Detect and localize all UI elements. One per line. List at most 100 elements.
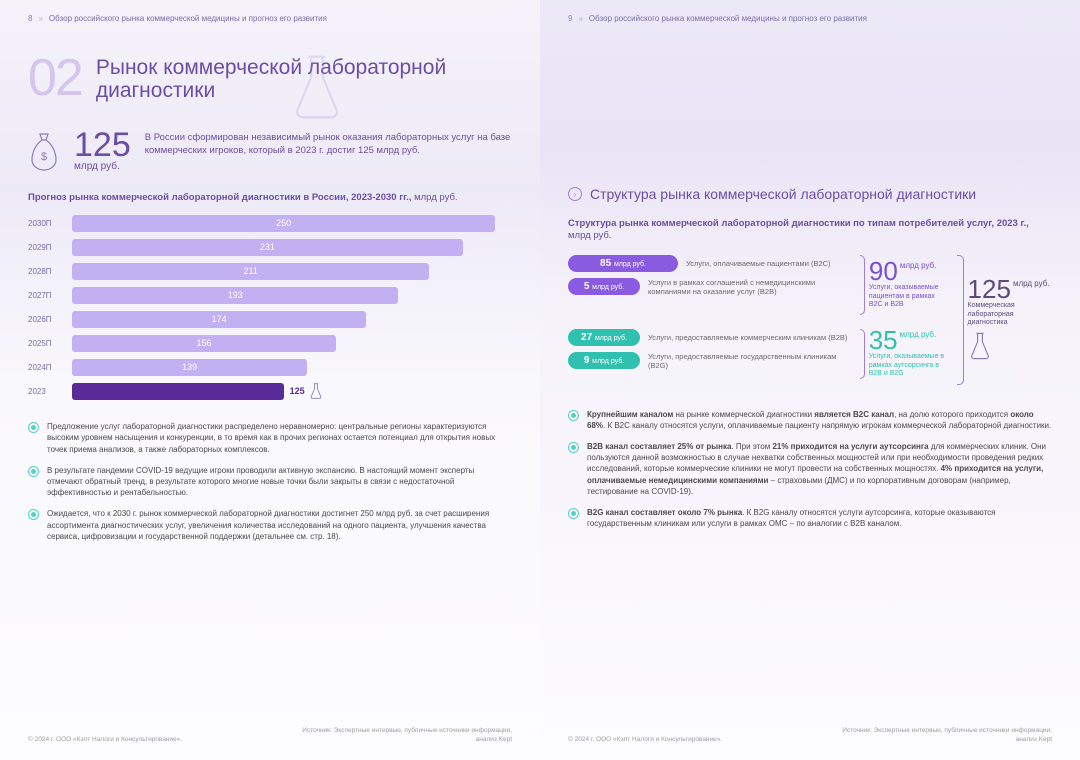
pill-row: 27 млрд руб. Услуги, предоставляемые комм… xyxy=(568,329,848,346)
hbar-label: 2029П xyxy=(28,243,64,252)
page-number: 8 xyxy=(28,14,32,23)
hbar-value: 174 xyxy=(72,311,366,328)
bullet-marker-icon xyxy=(568,410,579,421)
bullet-text: Крупнейшим каналом на рынке коммерческой… xyxy=(587,409,1052,431)
chevron-right-icon: › xyxy=(568,187,582,201)
page-footer: © 2024 г. ООО «Кэпт Налоги и Консультиро… xyxy=(568,715,1052,744)
total-column: 125млрд руб. Коммерческая лабораторная д… xyxy=(957,255,1052,385)
section-number: 02 xyxy=(28,56,82,100)
hbar-label: 2027П xyxy=(28,291,64,300)
bracket-icon xyxy=(860,329,865,379)
keyfig-value: 125 млрд руб. xyxy=(74,130,131,172)
bullet-item: B2G канал составляет около 7% рынка. К B… xyxy=(568,507,1052,529)
hbar-track: 231 xyxy=(72,239,512,256)
bracket-icon xyxy=(860,255,865,315)
pill-desc: Услуги в рамках соглашений с немедицинск… xyxy=(648,278,848,296)
bracket-group2: 35млрд руб. Услуги, оказываемые в рамках… xyxy=(860,329,945,379)
pill-row: 85 млрд руб.Услуги, оплачиваемые пациент… xyxy=(568,255,848,272)
hbar-row: 2023 125 xyxy=(28,381,512,401)
pill-row: 5 млрд руб.Услуги в рамках соглашений с … xyxy=(568,278,848,296)
breadcrumb-arrow-icon: » xyxy=(38,14,42,23)
hbar-row: 2029П 231 xyxy=(28,237,512,257)
bullet-item: Предложение услуг лабораторной диагности… xyxy=(28,421,512,455)
pill-desc: Услуги, предоставляемые коммерческим кли… xyxy=(648,333,847,342)
hbar-track: 174 xyxy=(72,311,512,328)
hbar-track: 211 xyxy=(72,263,512,280)
keyfig-unit: млрд руб. xyxy=(74,161,120,172)
hbar-row: 2025П 156 xyxy=(28,333,512,353)
sum-number: 90 xyxy=(869,260,898,282)
bullet-list: Предложение услуг лабораторной диагности… xyxy=(28,421,512,542)
svg-text:$: $ xyxy=(41,151,47,163)
forecast-chart: Прогноз рынка коммерческой лабораторной … xyxy=(28,192,512,401)
sum-unit: млрд руб. xyxy=(900,331,937,339)
hbar-value: 156 xyxy=(72,335,336,352)
value-pill: 85 млрд руб. xyxy=(568,255,678,272)
hbar-label: 2024П xyxy=(28,363,64,372)
page-header: 9 » Обзор российского рынка коммерческой… xyxy=(568,14,1052,36)
header-text: Обзор российского рынка коммерческой мед… xyxy=(49,14,327,24)
page-spread: 8 » Обзор российского рынка коммерческой… xyxy=(0,0,1080,760)
hbar-track: 125 xyxy=(72,383,512,400)
page-number: 9 xyxy=(568,14,572,23)
subsection-header: › Структура рынка коммерческой лаборатор… xyxy=(568,186,1052,202)
hbar-label: 2023 xyxy=(28,387,64,396)
bullet-item: Крупнейшим каналом на рынке коммерческой… xyxy=(568,409,1052,431)
key-figure: $ 125 млрд руб. В России сформирован нез… xyxy=(28,130,512,172)
total-125: 125млрд руб. Коммерческая лабораторная д… xyxy=(968,278,1052,361)
bullet-marker-icon xyxy=(28,422,39,433)
bullet-text: B2G канал составляет около 7% рынка. К B… xyxy=(587,507,1052,529)
sum-desc: Услуги, оказываемые пациентам в рамках B… xyxy=(869,284,945,309)
group-b2b-b2g: 27 млрд руб. Услуги, предоставляемые комм… xyxy=(568,329,848,370)
group-b2c: 85 млрд руб.Услуги, оплачиваемые пациент… xyxy=(568,255,848,296)
value-pill: 9 млрд руб. xyxy=(568,352,640,369)
keyfig-text: В России сформирован независимый рынок о… xyxy=(145,130,512,158)
hbar-label: 2026П xyxy=(28,315,64,324)
bullet-marker-icon xyxy=(568,508,579,519)
struct-title-main: Структура рынка коммерческой лабораторно… xyxy=(568,218,1029,229)
header-text: Обзор российского рынка коммерческой мед… xyxy=(589,14,867,24)
hbar-value: 125 xyxy=(290,383,323,400)
hbar-track: 139 xyxy=(72,359,512,376)
total-unit: млрд руб. xyxy=(1013,280,1050,288)
copyright: © 2024 г. ООО «Кэпт Налоги и Консультиро… xyxy=(28,736,182,744)
hbar-row: 2026П 174 xyxy=(28,309,512,329)
money-bag-icon: $ xyxy=(28,132,60,172)
structure-diagram: 85 млрд руб.Услуги, оплачиваемые пациент… xyxy=(568,255,1052,385)
chart-title-unit: млрд руб. xyxy=(411,192,457,203)
bracket-group1: 90млрд руб. Услуги, оказываемые пациента… xyxy=(860,255,945,315)
bullet-text: B2B канал составляет 25% от рынка. При э… xyxy=(587,441,1052,497)
hbar-value: 211 xyxy=(72,263,429,280)
hbar-track: 156 xyxy=(72,335,512,352)
page-header: 8 » Обзор российского рынка коммерческой… xyxy=(28,14,512,36)
pill-row: 9 млрд руб.Услуги, предоставляемые госуд… xyxy=(568,352,848,370)
flask-icon xyxy=(968,331,992,361)
bullet-list: Крупнейшим каналом на рынке коммерческой… xyxy=(568,409,1052,530)
source: Источник: Экспертные интервью, публичные… xyxy=(832,727,1052,744)
hbar-label: 2025П xyxy=(28,339,64,348)
total-number: 125 xyxy=(968,278,1011,300)
structure-chart-title: Структура рынка коммерческой лабораторно… xyxy=(568,218,1052,243)
subsection-title: Структура рынка коммерческой лабораторно… xyxy=(590,186,976,202)
value-pill: 27 млрд руб. xyxy=(568,329,640,346)
copyright: © 2024 г. ООО «Кэпт Налоги и Консультиро… xyxy=(568,736,722,744)
hbar-label: 2028П xyxy=(28,267,64,276)
hbar-track: 250 xyxy=(72,215,512,232)
chart-title: Прогноз рынка коммерческой лабораторной … xyxy=(28,192,512,203)
hbar-chart: 2030П2502029П2312028П2112027П1932026П174… xyxy=(28,213,512,401)
sum-desc: Услуги, оказываемые в рамках аутсорсинга… xyxy=(869,353,945,378)
page-right: 9 » Обзор российского рынка коммерческой… xyxy=(540,0,1080,760)
bullet-text: Предложение услуг лабораторной диагности… xyxy=(47,421,512,455)
bullet-item: Ожидается, что к 2030 г. рынок коммерчес… xyxy=(28,508,512,542)
total-desc: Коммерческая лабораторная диагностика xyxy=(968,302,1052,327)
page-left: 8 » Обзор российского рынка коммерческой… xyxy=(0,0,540,760)
flask-icon xyxy=(288,51,346,123)
section-header: 02 Рынок коммерческой лабораторной диагн… xyxy=(28,56,512,102)
sum-90: 90млрд руб. Услуги, оказываемые пациента… xyxy=(869,260,945,309)
chart-title-main: Прогноз рынка коммерческой лабораторной … xyxy=(28,192,411,203)
source: Источник: Экспертные интервью, публичные… xyxy=(292,727,512,744)
sum-unit: млрд руб. xyxy=(900,262,937,270)
struct-title-unit: млрд руб. xyxy=(568,230,611,241)
sum-number: 35 xyxy=(869,329,898,351)
hbar-value: 139 xyxy=(72,359,307,376)
